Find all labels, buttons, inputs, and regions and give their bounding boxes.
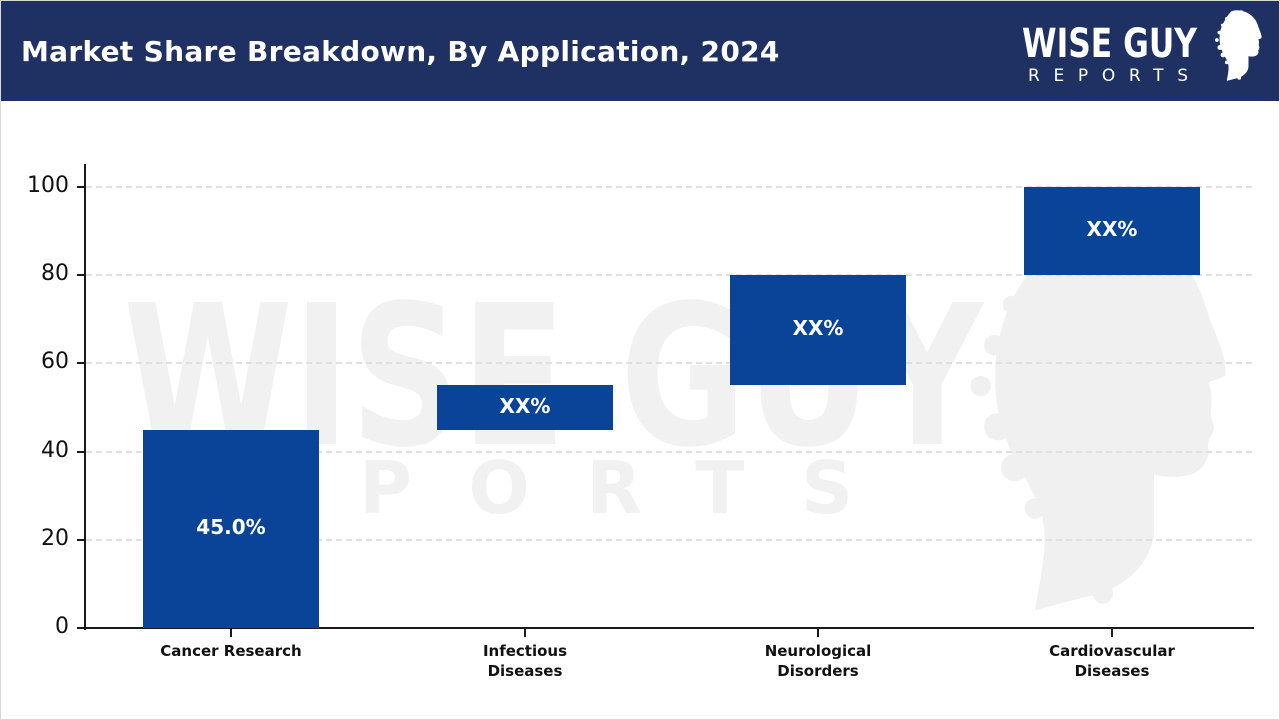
x-category-label-line: Cardiovascular: [1049, 642, 1175, 660]
header-band: Market Share Breakdown, By Application, …: [1, 1, 1279, 101]
bar-value-label: 45.0%: [196, 514, 266, 539]
x-category-label-line: Diseases: [487, 662, 563, 680]
logo-head-icon: [1215, 10, 1262, 81]
y-tick: [77, 450, 84, 453]
x-tick: [524, 629, 526, 637]
x-tick: [817, 629, 819, 637]
y-tick-label: 0: [55, 614, 69, 639]
bar-1: [143, 429, 319, 628]
bar-2: [437, 385, 613, 430]
gridline-20: [86, 538, 1254, 541]
x-category-label-line: Cancer Research: [160, 642, 302, 660]
y-tick-label: 40: [41, 437, 69, 463]
x-category-label: Cancer Research: [121, 641, 341, 661]
logo-line1: WISE GUY: [1022, 21, 1198, 67]
y-tick: [77, 186, 84, 188]
y-tick: [77, 538, 84, 541]
y-tick-label: 20: [41, 525, 69, 551]
wise-guy-reports-logo: WISE GUY REPORTS: [1022, 10, 1262, 86]
x-category-label-line: Diseases: [1074, 662, 1150, 680]
x-axis-line: [84, 627, 1254, 629]
x-category-label-line: Infectious: [482, 642, 568, 660]
y-tick: [77, 627, 84, 629]
page-title: Market Share Breakdown, By Application, …: [21, 34, 780, 68]
y-tick: [77, 274, 84, 277]
x-category-label-line: Disorders: [777, 662, 859, 680]
logo-line2: REPORTS: [1028, 66, 1188, 86]
bar-3: [730, 275, 906, 386]
y-tick-label: 60: [41, 349, 69, 375]
gridline-80: [86, 274, 1254, 277]
x-category-label-line: Neurological: [764, 642, 872, 660]
x-tick: [230, 629, 232, 637]
y-tick-label: 80: [41, 261, 69, 287]
y-tick-label: 100: [27, 173, 69, 198]
gridline-60: [86, 362, 1254, 365]
y-tick: [77, 362, 84, 365]
plot-area: 0 20 40 60 80 100 45.0% Cancer Research XX% Infec…: [1, 101, 1279, 719]
x-category-label: Infectious Diseases: [415, 641, 635, 681]
gridline-40: [86, 450, 1254, 453]
bar-value-label: XX%: [1086, 217, 1138, 242]
bar-value-label: XX%: [792, 316, 844, 341]
bar-value-label: XX%: [499, 393, 551, 418]
y-axis-line: [84, 164, 86, 630]
gridline-100: [86, 186, 1254, 188]
x-tick: [1111, 629, 1113, 637]
x-category-label: Neurological Disorders: [708, 641, 928, 681]
x-category-label: Cardiovascular Diseases: [1002, 641, 1222, 681]
